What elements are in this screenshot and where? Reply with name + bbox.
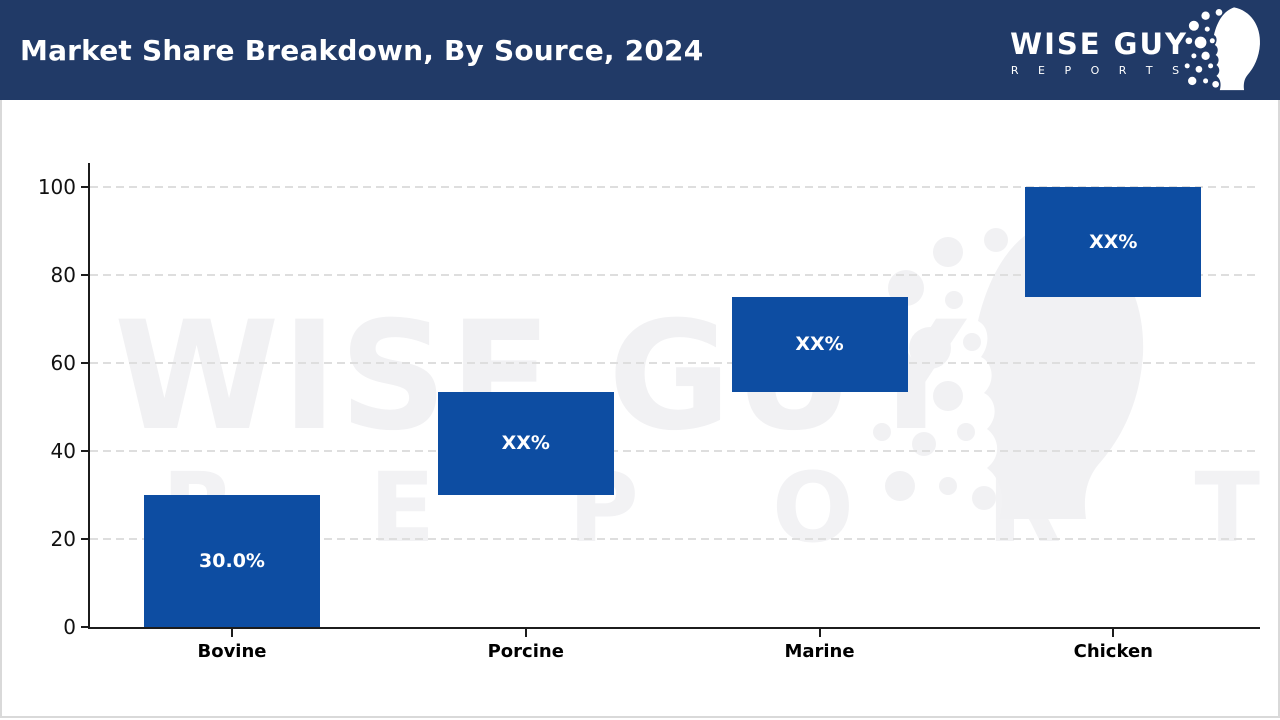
gridline-y80 (90, 274, 1260, 276)
chart-title: Market Share Breakdown, By Source, 2024 (20, 33, 704, 67)
gridline-y100 (90, 186, 1260, 188)
xtick-mark-bovine (231, 629, 233, 637)
bar-porcine: XX% (437, 391, 614, 495)
ytick-mark-60 (81, 362, 90, 364)
xtick-mark-marine (818, 629, 821, 637)
gridline-y20 (90, 538, 1260, 540)
xtick-label-marine: Marine (784, 641, 855, 662)
ytick-mark-20 (81, 538, 90, 540)
gridline-y60 (90, 362, 1260, 364)
ytick-label-0: 0 (63, 615, 76, 639)
xtick-mark-porcine (524, 629, 527, 637)
x-axis-line (88, 627, 1260, 629)
y-axis-line (88, 163, 90, 629)
ytick-mark-80 (81, 274, 90, 276)
chart-panel: WISE GUY R E P O R T S 02040608010030.0%… (0, 100, 1280, 718)
plot-area: 0 20 40 60 80 100 30.0% XX% XX% XX% Bovine Porcine M… (2, 100, 1278, 716)
bar-value-label: XX% (501, 432, 550, 455)
bar-bovine: 30.0% (144, 495, 320, 627)
ytick-mark-100 (81, 186, 90, 188)
logo-text: WISE GUY R E P O R T S (1010, 27, 1188, 77)
ytick-mark-0 (81, 626, 90, 628)
ytick-mark-40 (81, 450, 90, 452)
bar-value-label: XX% (795, 333, 844, 356)
bar-marine: XX% (731, 297, 908, 392)
ytick-label-20: 20 (50, 527, 76, 551)
header-bar: Market Share Breakdown, By Source, 2024 … (0, 0, 1280, 100)
ytick-label-100: 100 (37, 175, 76, 199)
ytick-label-80: 80 (50, 263, 76, 287)
wiseguy-logo: WISE GUY R E P O R T S (1010, 4, 1266, 96)
ytick-label-40: 40 (50, 439, 76, 463)
bar-value-label: XX% (1089, 231, 1138, 253)
xtick-label-chicken: Chicken (1073, 641, 1153, 662)
bar-chicken: XX% (1025, 187, 1202, 297)
logo-wordmark: WISE GUY (1010, 27, 1188, 61)
logo-subtitle: R E P O R T S (1010, 64, 1188, 77)
bar-value-label: 30.0% (199, 550, 265, 572)
xtick-label-porcine: Porcine (487, 641, 564, 662)
xtick-label-bovine: Bovine (197, 641, 267, 662)
xtick-mark-chicken (1112, 629, 1115, 637)
face-profile-dots-icon (1184, 7, 1261, 91)
ytick-label-60: 60 (50, 351, 76, 375)
gridline-y40 (90, 450, 1260, 452)
